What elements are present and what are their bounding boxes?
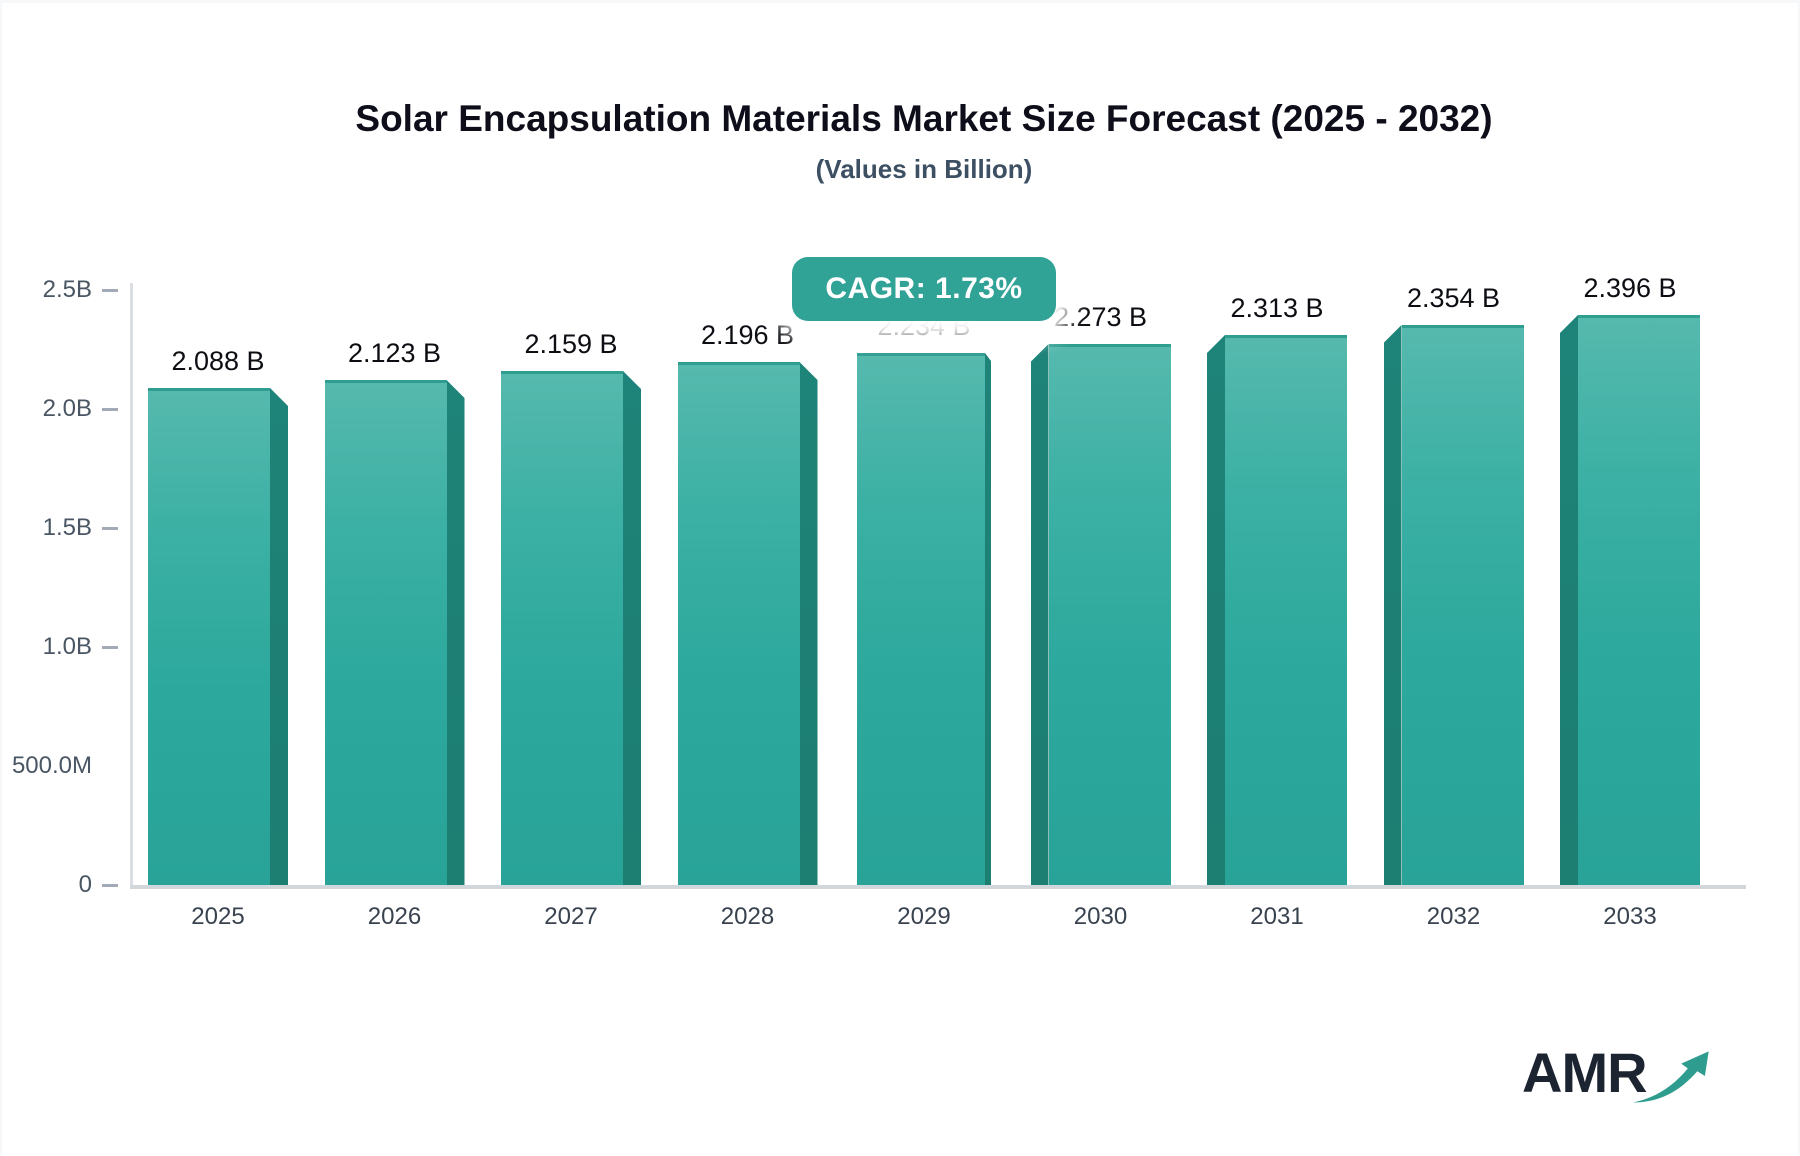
bar-face-2028 [677, 362, 800, 885]
x-axis-label-2029: 2029 [897, 903, 951, 930]
x-axis-label-2027: 2027 [544, 903, 598, 930]
bar-face-2033 [1578, 315, 1700, 885]
y-axis-tick-label: 2.5B [42, 276, 92, 303]
page-top-border [0, 0, 1800, 3]
y-axis-tick-mark [102, 645, 118, 649]
bar-value-label-2030: 2.273 B [1053, 302, 1148, 332]
bar-side-shadow-2028 [799, 362, 818, 885]
bar-value-label-2028: 2.196 B [700, 320, 795, 350]
bar-2032[interactable] [1383, 325, 1524, 885]
bar-face-2026 [324, 380, 447, 885]
y-axis-tick-label: 1.0B [42, 633, 92, 660]
x-axis-label-2025: 2025 [191, 903, 245, 930]
bar-2033[interactable] [1560, 315, 1700, 885]
x-axis-label-2033: 2033 [1603, 903, 1657, 930]
bar-2028[interactable] [677, 362, 818, 885]
amr-logo: AMR [1522, 1030, 1712, 1114]
bar-face-2032 [1401, 325, 1524, 885]
bar-face-2030 [1048, 344, 1171, 885]
page-right-border [1798, 0, 1800, 1156]
bar-value-label-2032: 2.354 B [1406, 283, 1501, 313]
bar-face-2029 [857, 353, 985, 885]
bar-2031[interactable] [1207, 335, 1347, 885]
x-axis-label-2026: 2026 [367, 903, 422, 930]
x-axis-baseline [130, 885, 1746, 889]
chart-title: Solar Encapsulation Materials Market Siz… [355, 98, 1493, 139]
y-axis-tick-mark [102, 526, 118, 530]
bar-2025[interactable] [148, 388, 288, 885]
bar-value-label-2025: 2.088 B [171, 346, 265, 376]
bar-side-shadow-2033 [1560, 315, 1578, 885]
chart-subtitle: (Values in Billion) [815, 154, 1033, 184]
bar-side-shadow-2029 [985, 353, 991, 885]
bar-value-label-2026: 2.123 B [347, 338, 442, 368]
bar-face-2025 [148, 388, 270, 885]
chart-header: Solar Encapsulation Materials Market Siz… [48, 0, 1800, 185]
y-axis-tick-label: 1.5B [42, 514, 92, 541]
amr-logo-text: AMR [1522, 1040, 1648, 1104]
cagr-badge-label: CAGR: 1.73% [825, 272, 1023, 305]
y-axis-tick-label: 500.0M [11, 752, 92, 779]
bar-side-shadow-2025 [270, 388, 288, 885]
bar-2029[interactable] [857, 353, 991, 885]
bar-side-shadow-2027 [623, 371, 641, 885]
bar-side-shadow-2026 [446, 380, 465, 885]
y-axis-tick-label: 2.0B [42, 395, 92, 422]
y-axis-tick-label: 0 [78, 871, 92, 898]
bar-2027[interactable] [501, 371, 641, 885]
y-axis-tick-mark [102, 288, 118, 292]
bar-side-shadow-2030 [1030, 344, 1049, 885]
page-left-border [0, 0, 2, 1156]
bar-side-shadow-2031 [1207, 335, 1225, 885]
bar-value-label-2031: 2.313 B [1230, 293, 1324, 323]
bar-2026[interactable] [324, 380, 465, 885]
bar-value-label-2033: 2.396 B [1583, 273, 1677, 303]
y-axis-tick-mark [102, 407, 118, 411]
x-axis-label-2028: 2028 [720, 903, 775, 930]
bar-face-2027 [501, 371, 623, 885]
bar-2030[interactable] [1030, 344, 1171, 885]
bar-value-label-2027: 2.159 B [524, 329, 618, 359]
x-axis-label-2031: 2031 [1250, 903, 1304, 930]
bar-side-shadow-2032 [1383, 325, 1402, 885]
y-axis-line [130, 283, 133, 889]
y-axis-tick-mark [102, 883, 118, 887]
x-axis-label-2030: 2030 [1073, 903, 1128, 930]
x-axis-label-2032: 2032 [1426, 903, 1481, 930]
growth-arrow-icon [1632, 1051, 1709, 1103]
bar-face-2031 [1225, 335, 1347, 885]
cagr-badge: CAGR: 1.73% [792, 257, 1056, 321]
